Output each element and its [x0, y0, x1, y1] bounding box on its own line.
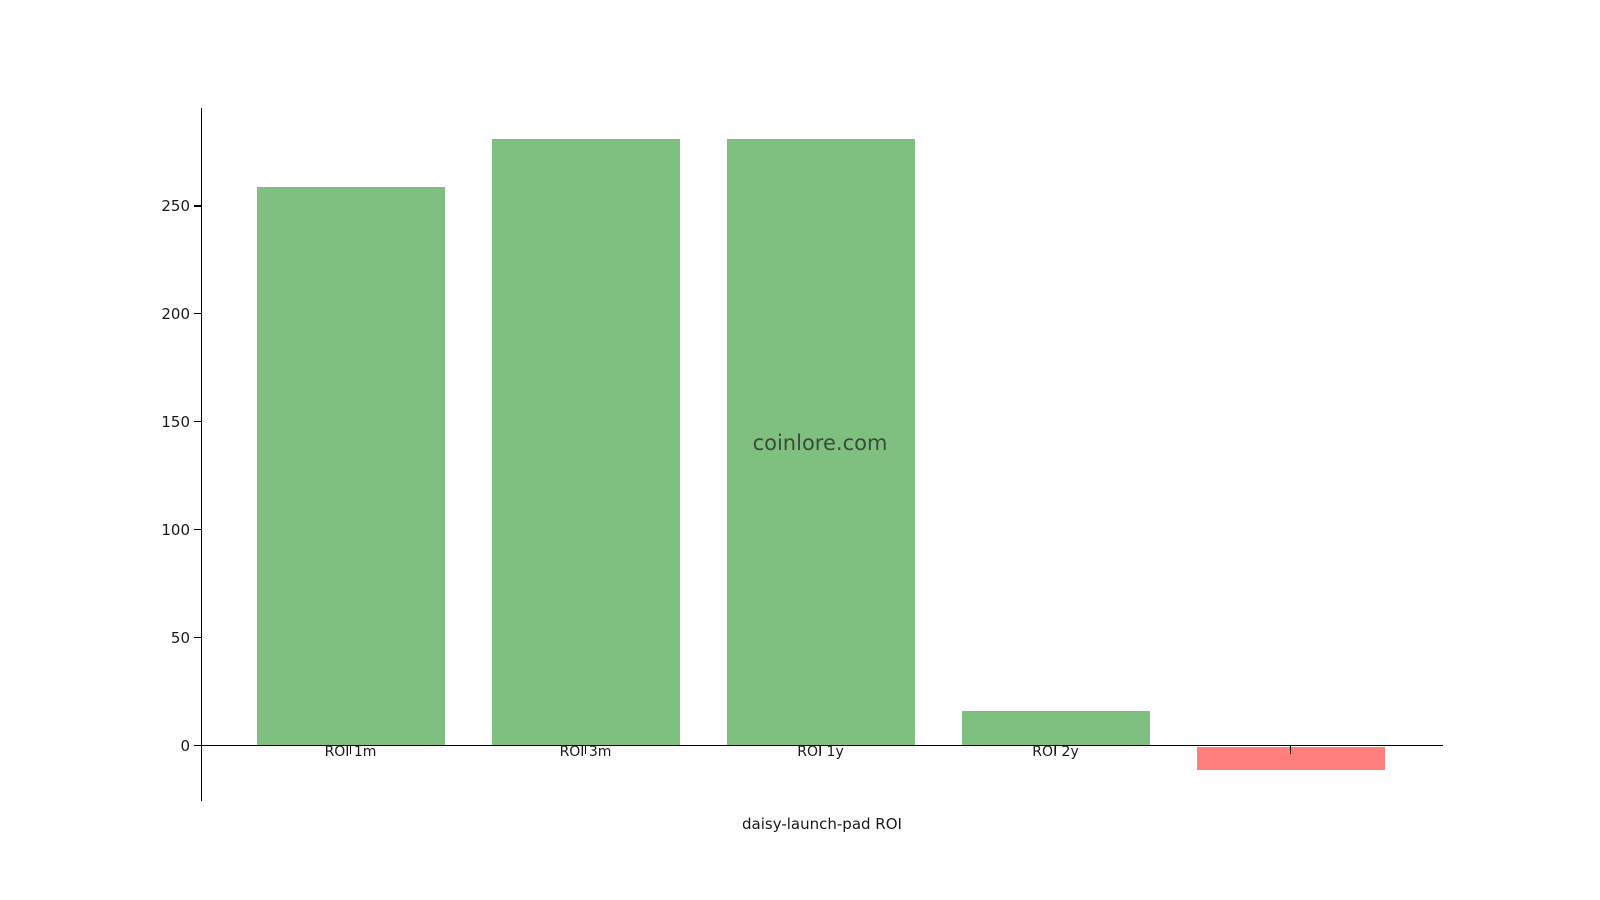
x-tick-label-roi-2y: ROI 2y — [1032, 744, 1079, 760]
y-tick-mark-150 — [194, 421, 201, 423]
y-tick-mark-0 — [194, 744, 201, 747]
watermark-text: coinlore.com — [752, 431, 888, 455]
y-tick-label-0: 0 — [180, 736, 190, 755]
x-tick-mark-roi-1m — [349, 745, 352, 754]
x-tick-mark-4 — [1289, 745, 1292, 754]
bar-roi-2y — [961, 710, 1150, 746]
y-tick-mark-200 — [194, 313, 201, 315]
x-tick-label-roi-3m: ROI 3m — [559, 744, 612, 760]
bar-unlabeled-negative — [1196, 746, 1385, 771]
y-tick-mark-50 — [194, 637, 201, 639]
x-tick-mark-roi-3m — [584, 745, 587, 754]
y-tick-label-150: 150 — [161, 412, 190, 431]
x-tick-label-roi-1m: ROI 1m — [324, 744, 377, 760]
y-tick-label-250: 250 — [161, 197, 190, 215]
bar-roi-1m — [256, 186, 445, 746]
chart-title: daisy-launch-pad ROI — [742, 815, 902, 833]
y-tick-mark-100 — [194, 529, 201, 531]
y-tick-label-50: 50 — [170, 628, 190, 647]
x-tick-label-roi-1y: ROI 1y — [797, 744, 844, 760]
y-axis-line — [201, 108, 203, 801]
y-tick-label-100: 100 — [161, 520, 190, 539]
bar-roi-3m — [491, 139, 680, 746]
x-tick-mark-roi-2y — [1054, 745, 1057, 754]
x-tick-mark-roi-1y — [819, 745, 822, 754]
y-tick-mark-250 — [194, 205, 201, 207]
x-axis-line — [201, 744, 1443, 747]
bar-roi-1y — [726, 139, 915, 746]
y-tick-label-200: 200 — [161, 304, 190, 323]
